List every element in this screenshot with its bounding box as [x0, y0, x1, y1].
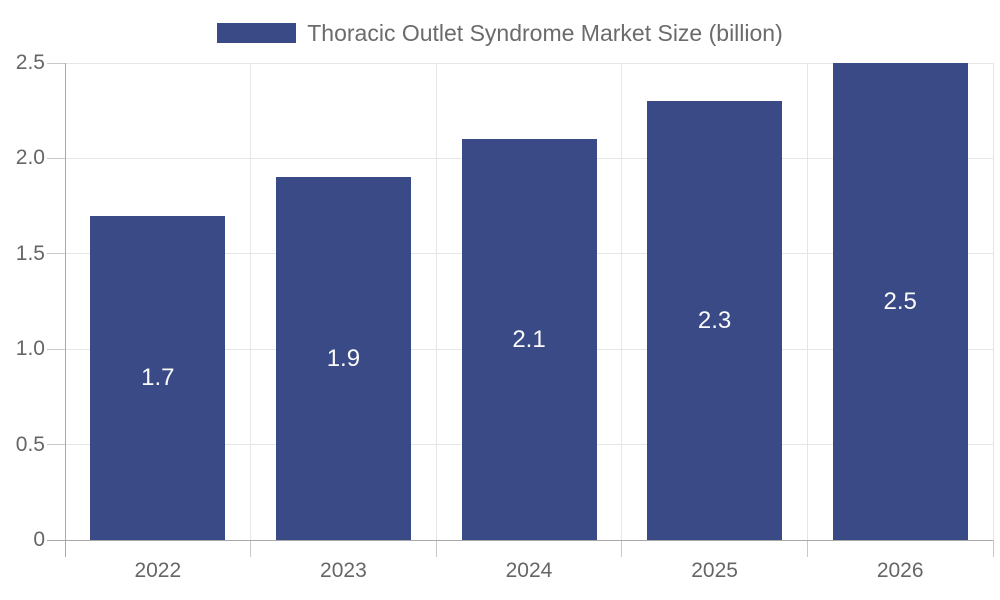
- x-tick: [806, 540, 808, 557]
- y-tick-label: 2.5: [15, 51, 45, 74]
- legend: Thoracic Outlet Syndrome Market Size (bi…: [0, 13, 1000, 53]
- x-gridline: [621, 63, 623, 540]
- y-tick: [47, 253, 65, 255]
- y-tick: [47, 444, 65, 446]
- y-tick-label: 1.0: [15, 337, 45, 361]
- x-tick: [621, 540, 623, 557]
- x-tick-label: 2023: [320, 559, 367, 582]
- bar-value-label: 2.3: [697, 306, 732, 334]
- x-gridline: [435, 63, 437, 540]
- x-axis-line: [47, 539, 993, 541]
- y-tick-label: 2.0: [15, 146, 45, 170]
- y-tick-label: 1.5: [15, 241, 45, 265]
- y-tick: [47, 348, 65, 350]
- x-tick-label: 2025: [691, 559, 738, 582]
- y-tick-label: 0: [33, 528, 45, 551]
- x-gridline: [250, 63, 252, 540]
- y-tick: [47, 62, 65, 64]
- legend-label: Thoracic Outlet Syndrome Market Size (bi…: [307, 20, 783, 46]
- x-tick: [435, 540, 437, 557]
- x-tick-label: 2024: [505, 559, 553, 582]
- bar-value-label: 1.9: [326, 344, 361, 372]
- x-gridline: [992, 63, 994, 540]
- bar-2026: [832, 63, 968, 540]
- x-tick: [250, 540, 252, 557]
- bar-2023: [275, 177, 411, 540]
- y-tick-label: 0.5: [15, 432, 45, 456]
- y-axis-line: [64, 63, 66, 557]
- y-gridline: [65, 62, 993, 64]
- x-tick-label: 2022: [134, 559, 182, 582]
- x-gridline: [806, 63, 808, 540]
- legend-swatch: [217, 23, 297, 43]
- bar-2024: [461, 139, 597, 540]
- bar-2022: [90, 215, 226, 540]
- bar-value-label: 2.1: [512, 325, 546, 353]
- x-tick: [992, 540, 994, 557]
- y-tick: [47, 157, 65, 159]
- bar-value-label: 2.5: [883, 287, 917, 315]
- bar-value-label: 1.7: [141, 363, 175, 391]
- bar-2025: [647, 101, 783, 540]
- x-tick-label: 2026: [876, 559, 924, 582]
